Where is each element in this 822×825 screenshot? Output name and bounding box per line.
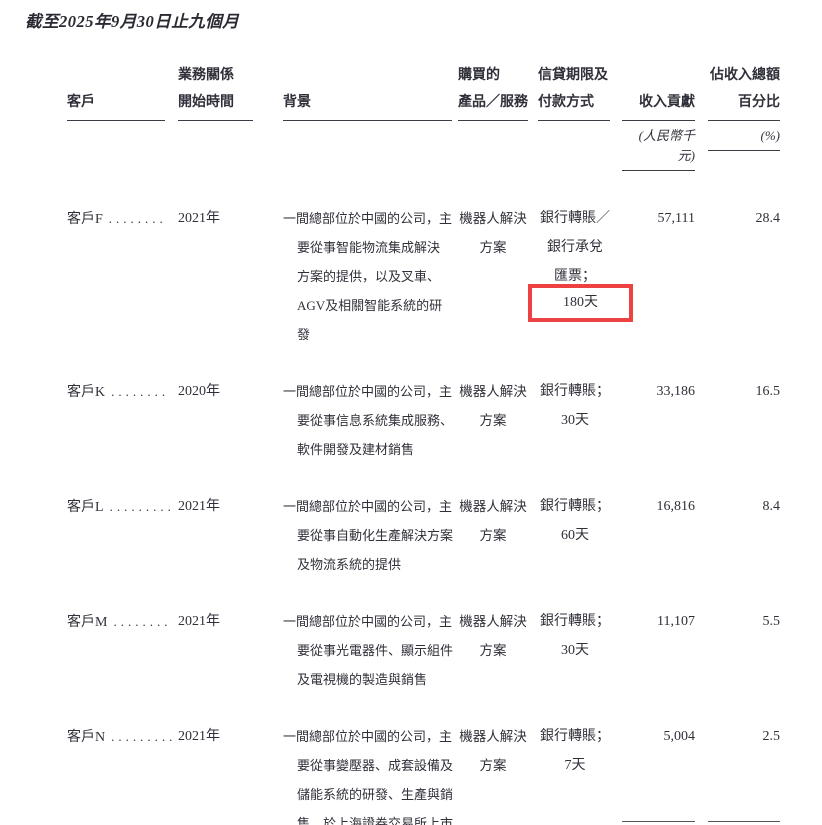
- start-year-cell: 2021年: [178, 729, 220, 744]
- customer-cell: 客戶K........: [67, 377, 178, 464]
- revenue-unit-cell: (人民幣千元): [622, 126, 708, 171]
- credit-terms: 銀行轉賬；: [540, 729, 610, 744]
- revenue-cell: 33,186: [656, 384, 696, 399]
- start-year-cell: 2020年: [178, 384, 220, 399]
- customer-cell: 客戶F........: [67, 204, 178, 349]
- credit-cell: 銀行轉賬； 7天: [538, 722, 622, 825]
- customer-name: 客戶L: [67, 500, 104, 515]
- dot-leader: .........: [109, 499, 175, 514]
- table-row: 客戶F........ 2021年 一間總部位於中國的公司，主 要從事智能物流集…: [67, 204, 780, 349]
- percent-unit-cell: (%): [708, 126, 780, 171]
- product-cell: 機器人解決 方案: [459, 211, 527, 255]
- table-row: 客戶M........ 2021年 一間總部位於中國的公司，主 要從事光電器件、…: [67, 607, 780, 694]
- product-cell: 機器人解決 方案: [459, 499, 527, 543]
- header-rule: [458, 120, 528, 121]
- table-row: 客戶N......... 2021年 一間總部位於中國的公司，主 要從事變壓器、…: [67, 722, 780, 825]
- background-cell: 一間總部位於中國的公司，主 要從事光電器件、顯示組件 及電視機的製造與銷售: [283, 614, 454, 687]
- header-rule: [538, 120, 610, 121]
- credit-cell: 銀行轉賬； 30天: [538, 377, 622, 464]
- customer-name: 客戶M: [67, 615, 108, 630]
- customer-cell: 客戶N.........: [67, 722, 178, 825]
- col-header-background: 背景: [283, 62, 458, 121]
- col-header-customer-label: 客戶: [67, 95, 95, 110]
- percent-cell: 2.5: [708, 722, 780, 825]
- credit-cell: 銀行轉賬； 30天: [538, 607, 622, 694]
- table-header: 客戶 業務關係 開始時間 背景 購買的 產品／服務 信貸期限及 付款方式: [67, 62, 780, 121]
- total-rule: [622, 821, 695, 822]
- background-cell: 一間總部位於中國的公司，主 要從事信息系統集成服務、 軟件開發及建材銷售: [283, 384, 454, 457]
- credit-terms: 銀行轉賬；: [540, 384, 610, 399]
- revenue-cell: 5,004: [622, 722, 708, 825]
- percent-cell: 5.5: [762, 614, 781, 629]
- col-header-revenue: 收入貢獻: [622, 62, 708, 121]
- header-rule: [622, 120, 695, 121]
- table-units-row: (人民幣千元) (%): [67, 126, 780, 171]
- credit-cell: 銀行轉賬； 60天: [538, 492, 622, 579]
- credit-term: 30天: [561, 413, 589, 428]
- credit-terms: 銀行轉賬；: [540, 614, 610, 629]
- col-header-customer: 客戶: [67, 62, 178, 121]
- credit-term: 7天: [564, 758, 586, 773]
- credit-term-highlight-box: 180天: [528, 284, 633, 322]
- start-year-cell: 2021年: [178, 614, 220, 629]
- percent-cell: 8.4: [762, 499, 781, 514]
- revenue-cell: 16,816: [656, 499, 696, 514]
- credit-term: 30天: [561, 643, 589, 658]
- dot-leader: .........: [111, 729, 177, 744]
- product-cell: 機器人解決 方案: [459, 729, 527, 773]
- customer-cell: 客戶M........: [67, 607, 178, 694]
- col-header-credit: 信貸期限及 付款方式: [538, 62, 622, 121]
- col-header-relationship: 業務關係 開始時間: [178, 62, 283, 121]
- product-cell: 機器人解決 方案: [459, 614, 527, 658]
- start-year-cell: 2021年: [178, 499, 220, 514]
- credit-term: 60天: [561, 528, 589, 543]
- percent-unit: (%): [760, 128, 781, 143]
- customer-name: 客戶N: [67, 730, 106, 745]
- percent-value: 2.5: [762, 729, 781, 744]
- percent-cell: 16.5: [755, 384, 781, 399]
- revenue-unit: (人民幣千元): [638, 128, 695, 163]
- revenue-value: 5,004: [663, 729, 696, 744]
- background-cell: 一間總部位於中國的公司，主 要從事智能物流集成解決 方案的提供，以及叉車、 AG…: [283, 211, 453, 342]
- customer-cell: 客戶L.........: [67, 492, 178, 579]
- background-cell: 一間總部位於中國的公司，主 要從事變壓器、成套設備及 儲能系統的研發、生產與銷 …: [283, 729, 454, 825]
- unit-rule: [708, 150, 780, 151]
- page-title: 截至2025年9月30日止九個月: [25, 12, 240, 31]
- revenue-cell: 57,111: [657, 211, 695, 226]
- customer-name: 客戶F: [67, 212, 103, 227]
- customer-table: 客戶 業務關係 開始時間 背景 購買的 產品／服務 信貸期限及 付款方式: [67, 62, 780, 825]
- revenue-cell: 11,107: [657, 614, 695, 629]
- customer-name: 客戶K: [67, 385, 106, 400]
- unit-rule: [622, 170, 695, 171]
- dot-leader: ........: [113, 614, 172, 629]
- credit-cell: 銀行轉賬／ 銀行承兌 匯票； 180天: [528, 204, 633, 349]
- col-header-product: 購買的 產品／服務: [458, 62, 538, 121]
- table-row: 客戶K........ 2020年 一間總部位於中國的公司，主 要從事信息系統集…: [67, 377, 780, 464]
- dot-leader: ........: [111, 384, 170, 399]
- dot-leader: ........: [108, 211, 167, 226]
- start-year-cell: 2021年: [178, 211, 220, 226]
- credit-terms: 銀行轉賬；: [540, 499, 610, 514]
- product-cell: 機器人解決 方案: [459, 384, 527, 428]
- header-rule: [708, 120, 780, 121]
- credit-terms: 銀行轉賬／ 銀行承兌 匯票；: [540, 211, 610, 284]
- header-rule: [67, 120, 165, 121]
- header-rule: [178, 120, 253, 121]
- total-rule: [708, 821, 780, 822]
- background-cell: 一間總部位於中國的公司，主 要從事自動化生產解決方案 及物流系統的提供: [283, 499, 454, 572]
- percent-cell: 28.4: [755, 211, 781, 226]
- col-header-percent: 佔收入總額 百分比: [708, 62, 780, 121]
- header-rule: [283, 120, 452, 121]
- table-row: 客戶L......... 2021年 一間總部位於中國的公司，主 要從事自動化生…: [67, 492, 780, 579]
